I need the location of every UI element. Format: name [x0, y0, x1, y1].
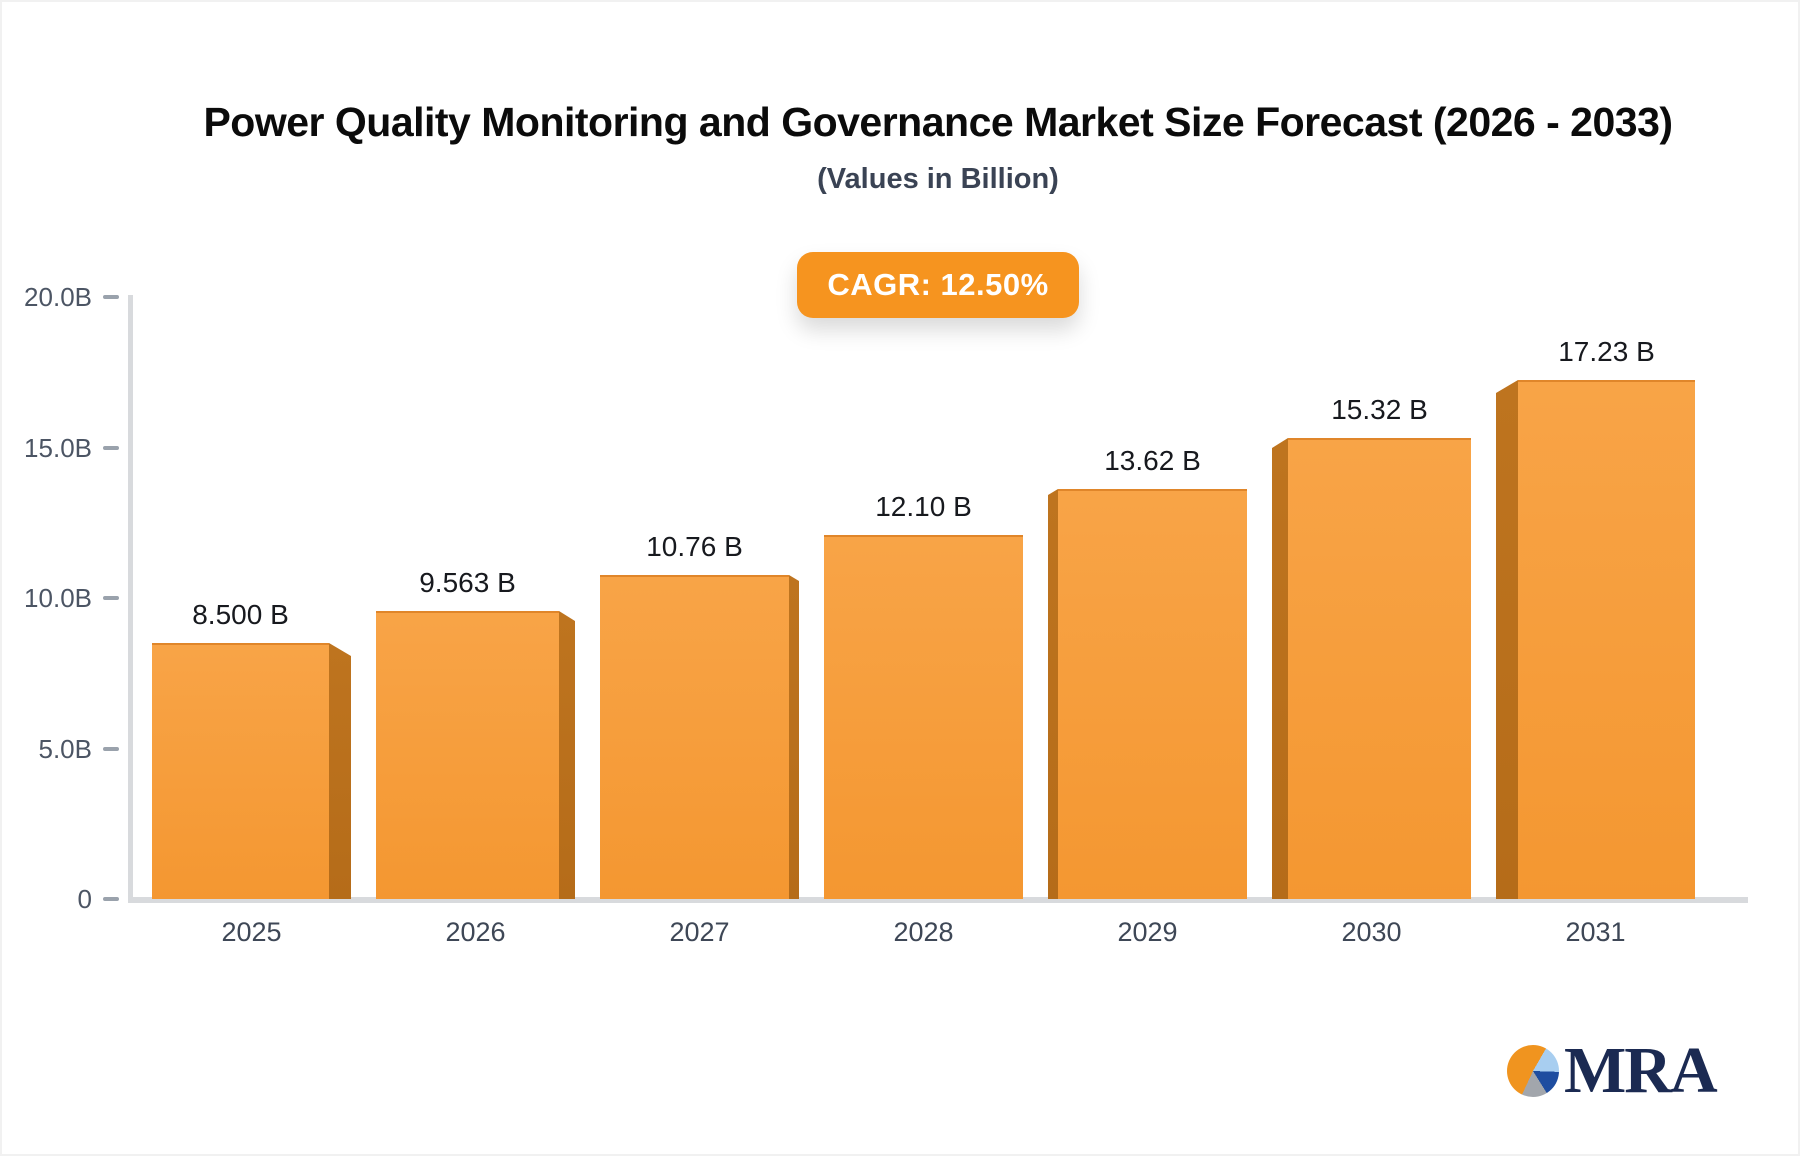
x-tick-label-2028: 2028	[893, 917, 954, 947]
bar-column-2030: 15.32 B 2030	[1272, 297, 1471, 947]
bar-column-2026: 9.563 B 2026	[376, 297, 575, 947]
bar-column-2031: 17.23 B 2031	[1496, 297, 1695, 947]
y-tick-mark	[103, 746, 119, 751]
mra-logo: MRA	[1507, 1034, 1718, 1107]
bar-2031	[1518, 380, 1695, 899]
x-tick-label-2026: 2026	[445, 917, 506, 947]
bar-value-2029: 13.62 B	[1104, 445, 1201, 476]
x-tick-label-2029: 2029	[1117, 917, 1178, 947]
bar-value-2028: 12.10 B	[875, 491, 972, 522]
chart-subtitle: (Values in Billion)	[817, 163, 1059, 195]
cagr-badge: CAGR: 12.50%	[797, 252, 1079, 318]
bar-3d-side-2029	[1048, 489, 1058, 899]
bar-column-2028: 12.10 B 2028	[824, 297, 1023, 947]
plot-area: 20.0B 15.0B 10.0B 5.0B 0 8.500 B 2025 9.563 B 20…	[24, 282, 1748, 947]
x-tick-label-2031: 2031	[1565, 917, 1626, 947]
bar-3d-side-2026	[559, 611, 575, 899]
bar-value-2025: 8.500 B	[192, 599, 289, 630]
bar-3d-side-2025	[329, 643, 351, 899]
chart-title: Power Quality Monitoring and Governance …	[203, 99, 1673, 145]
y-tick-label-5.0B: 5.0B	[38, 733, 93, 764]
bar-2026	[376, 611, 559, 899]
y-tick-label-0: 0	[77, 884, 92, 914]
bar-2029	[1058, 489, 1247, 899]
y-tick-label-15.0B: 15.0B	[24, 432, 92, 463]
bar-3d-side-2027	[789, 575, 799, 899]
bar-3d-side-2030	[1272, 438, 1288, 899]
logo-text: MRA	[1564, 1034, 1718, 1107]
bar-value-2031: 17.23 B	[1558, 336, 1655, 367]
chart-header: Power Quality Monitoring and Governance …	[128, 98, 1748, 318]
bar-2028	[824, 535, 1023, 899]
x-tick-label-2030: 2030	[1341, 917, 1402, 947]
y-tick-label-10.0B: 10.0B	[24, 583, 92, 613]
y-tick-mark	[103, 596, 119, 600]
bar-value-2027: 10.76 B	[646, 531, 743, 562]
bar-2025	[152, 643, 329, 899]
bar-2030	[1288, 438, 1471, 899]
x-tick-label-2027: 2027	[669, 917, 730, 947]
bar-column-2025: 8.500 B 2025	[152, 297, 351, 947]
x-axis-baseline	[128, 897, 1748, 903]
bar-2027	[600, 575, 789, 899]
x-tick-label-2025: 2025	[221, 917, 282, 947]
bar-3d-side-2031	[1496, 380, 1518, 899]
bar-value-2030: 15.32 B	[1331, 394, 1428, 425]
y-tick-label-20.0B: 20.0B	[24, 282, 92, 312]
y-axis-line	[128, 295, 133, 901]
bar-column-2029: 13.62 B 2029	[1048, 297, 1247, 947]
pie-chart-logo-icon	[1507, 1045, 1559, 1097]
bar-column-2027: 10.76 B 2027	[600, 297, 799, 947]
y-tick-mark	[103, 445, 119, 450]
y-tick-mark	[103, 295, 119, 299]
y-tick-mark	[103, 897, 119, 901]
bar-value-2026: 9.563 B	[419, 567, 516, 598]
